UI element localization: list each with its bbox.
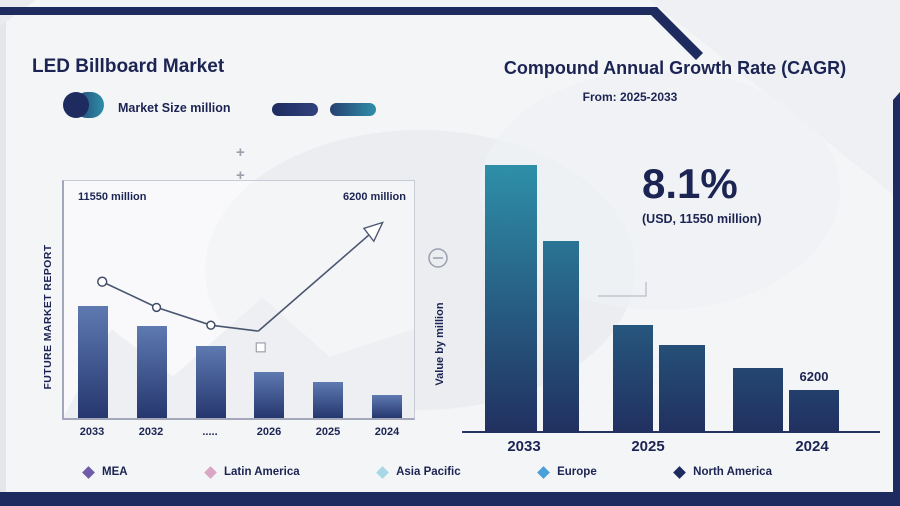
cagr-caption: (USD, 11550 million) — [642, 212, 762, 226]
legend-diamond-icon — [376, 465, 389, 479]
legend-label: Europe — [557, 466, 597, 478]
region-legend: MEA Latin America Asia Pacific Europe North … — [82, 465, 772, 479]
market-size-legend-label: Market Size million — [118, 100, 231, 115]
legend-item-north-america: North America — [673, 465, 772, 479]
left-bar-2024 — [371, 395, 402, 418]
right-bar-5 — [789, 390, 839, 433]
right-y-axis-title: Value by million — [434, 302, 446, 386]
legend-item-europe: Europe — [537, 465, 597, 479]
legend-item-mea: MEA — [82, 465, 128, 479]
legend-diamond-icon — [204, 465, 217, 479]
legend-diamond-icon — [82, 465, 95, 479]
right-bar-0 — [485, 165, 537, 433]
legend-item-latin-america: Latin America — [204, 465, 300, 479]
navy-pill-shape — [272, 103, 318, 116]
right-bar-2 — [613, 325, 653, 433]
right-bar-4 — [733, 368, 783, 433]
left-x-label: 2026 — [256, 426, 282, 438]
left-x-label: 2033 — [79, 426, 105, 438]
svg-text:+: + — [236, 144, 245, 161]
left-bars-group — [78, 306, 402, 418]
value-label-6200: 6200 million — [343, 191, 406, 203]
svg-text:+: + — [236, 167, 245, 184]
market-size-bar-chart: 11550 million 6200 million — [62, 180, 415, 420]
left-x-axis-labels: 2033 2032..... 2026 2025 2024 — [76, 426, 403, 438]
legend-item-asia-pacific: Asia Pacific — [376, 465, 461, 479]
right-chart-subtitle: From: 2025-2033 — [582, 90, 678, 104]
legend-label: North America — [693, 466, 772, 478]
left-bar-xxxxx — [195, 346, 226, 418]
left-bar-2025 — [313, 382, 344, 418]
pill-decoration — [272, 103, 376, 116]
right-x-label-2024: 2024 — [795, 438, 829, 455]
cagr-value: 8.1% — [642, 160, 738, 207]
legend-diamond-icon — [537, 465, 550, 479]
left-x-label: 2024 — [374, 426, 400, 438]
left-chart-title: LED Billboard Market — [32, 56, 225, 77]
legend-label: MEA — [102, 466, 128, 478]
right-x-label-2025: 2025 — [631, 438, 665, 455]
left-bar-2033 — [78, 306, 108, 418]
right-bar-1 — [543, 241, 579, 433]
market-size-legend: Market Size million — [62, 90, 231, 125]
right-x-label-2033: 2033 — [507, 438, 541, 455]
left-x-label: ..... — [202, 426, 218, 438]
left-bar-2032 — [136, 326, 167, 418]
legend-diamond-icon — [673, 465, 687, 479]
trend-line-arrow — [97, 221, 384, 353]
teal-pill-shape — [330, 103, 376, 116]
market-size-cylinder-icon — [62, 90, 108, 125]
right-bar-3 — [659, 345, 705, 433]
right-chart-title: Compound Annual Growth Rate (CAGR) — [503, 58, 847, 78]
legend-label: Asia Pacific — [396, 466, 461, 478]
left-y-axis-title: FUTURE MARKET REPORT — [42, 244, 54, 390]
value-label-11550: 11550 million — [78, 191, 147, 203]
left-x-label: 2025 — [315, 426, 341, 438]
bar-annotation-6200: 6200 — [799, 369, 829, 384]
legend-label: Latin America — [224, 466, 300, 478]
left-bar-2026 — [254, 372, 285, 418]
left-x-label: 2032 — [138, 426, 164, 438]
